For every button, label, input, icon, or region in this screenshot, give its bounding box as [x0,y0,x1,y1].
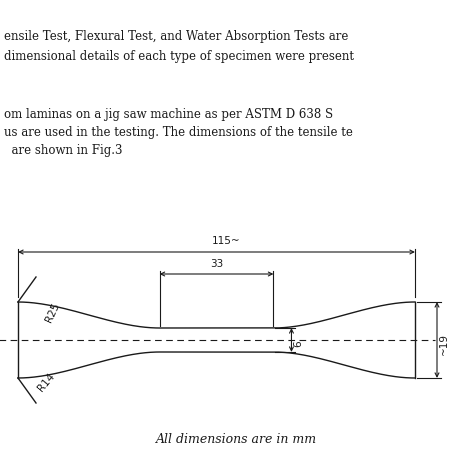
Text: 33: 33 [210,259,223,269]
Text: dimensional details of each type of specimen were present: dimensional details of each type of spec… [4,50,354,63]
Text: us are used in the testing. The dimensions of the tensile te: us are used in the testing. The dimensio… [4,126,353,139]
Text: 6: 6 [293,341,303,347]
Text: om laminas on a jig saw machine as per ASTM D 638 S: om laminas on a jig saw machine as per A… [4,108,333,121]
Text: ensile Test, Flexural Test, and Water Absorption Tests are: ensile Test, Flexural Test, and Water Ab… [4,30,348,43]
Text: R25: R25 [44,301,62,323]
Text: All dimensions are in mm: All dimensions are in mm [156,433,317,446]
Text: are shown in Fig.3: are shown in Fig.3 [4,144,122,157]
Text: 115~: 115~ [212,236,241,246]
Text: ~19: ~19 [439,333,449,355]
Text: R14: R14 [36,371,56,393]
